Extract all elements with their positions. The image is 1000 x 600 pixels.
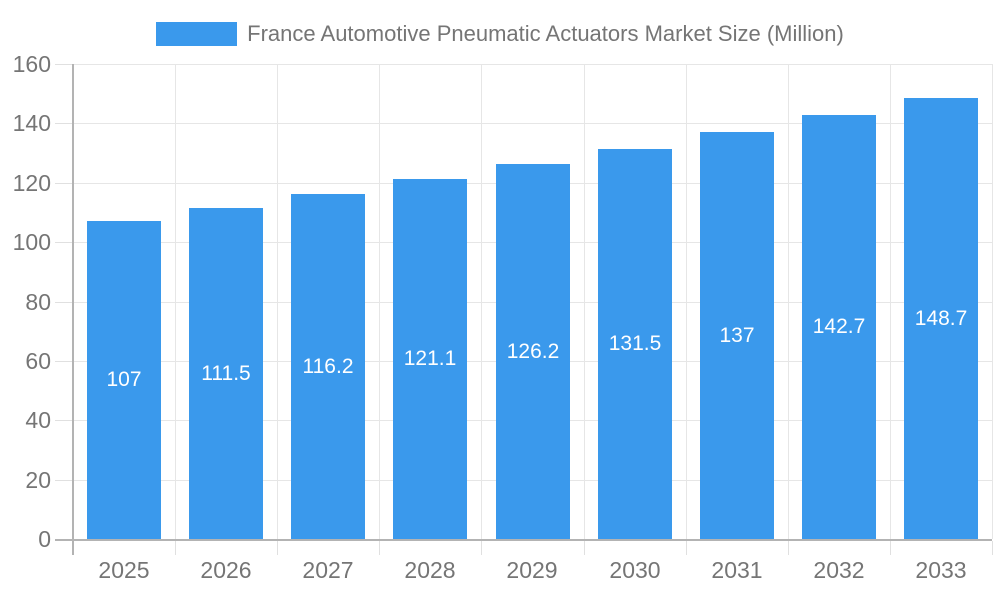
y-tick-20 xyxy=(55,480,73,481)
bar-2027[interactable]: 116.2 xyxy=(291,194,365,539)
x-tick xyxy=(890,541,891,555)
x-tick xyxy=(788,541,789,555)
bar-2031[interactable]: 137 xyxy=(700,132,774,539)
y-axis-label-100: 100 xyxy=(12,229,51,255)
x-axis-line xyxy=(55,539,992,541)
bar-value-label: 111.5 xyxy=(201,361,251,385)
legend-swatch xyxy=(156,22,238,46)
plot-area: 107 111.5 116.2 121.1 126.2 131.5 137 142.7 148.… xyxy=(73,64,993,539)
bar-value-label: 121.1 xyxy=(403,347,457,370)
y-tick-140 xyxy=(55,123,73,124)
y-axis-label-140: 140 xyxy=(12,110,51,136)
bar-value-label: 148.7 xyxy=(914,306,968,330)
x-tick xyxy=(277,541,278,555)
bar-2028[interactable]: 121.1 xyxy=(393,179,467,539)
category-separator xyxy=(992,64,993,539)
bar-2026[interactable]: 111.5 xyxy=(189,208,263,539)
x-tick xyxy=(686,541,687,555)
x-axis-label-2031: 2031 xyxy=(711,557,763,583)
bar-2030[interactable]: 131.5 xyxy=(598,149,672,539)
x-axis-label-2030: 2030 xyxy=(609,557,661,583)
category-separator xyxy=(175,64,176,539)
bar-2029[interactable]: 126.2 xyxy=(496,164,570,539)
x-tick xyxy=(481,541,482,555)
x-axis-label-2027: 2027 xyxy=(302,557,354,583)
bar-value-label: 137 xyxy=(719,323,755,347)
x-tick xyxy=(175,541,176,555)
y-tick-120 xyxy=(55,183,73,184)
y-axis-label-80: 80 xyxy=(25,289,51,315)
bar-value-label: 116.2 xyxy=(302,354,354,378)
chart-title: France Automotive Pneumatic Actuators Ma… xyxy=(247,21,844,46)
y-tick-100 xyxy=(55,242,73,243)
category-separator xyxy=(277,64,278,539)
x-axis-label-2032: 2032 xyxy=(813,557,865,583)
bar-2033[interactable]: 148.7 xyxy=(904,98,978,539)
x-axis-label-2025: 2025 xyxy=(98,557,150,583)
x-axis-label-2029: 2029 xyxy=(506,557,558,583)
category-separator xyxy=(379,64,380,539)
x-axis-label-2026: 2026 xyxy=(200,557,252,583)
y-axis-label-160: 160 xyxy=(12,51,51,77)
bar-2032[interactable]: 142.7 xyxy=(802,115,876,539)
gridline-y-160 xyxy=(73,64,992,65)
bar-value-label: 107 xyxy=(106,368,142,391)
bar-value-label: 126.2 xyxy=(506,339,560,363)
x-axis-label-2028: 2028 xyxy=(404,557,456,583)
category-separator xyxy=(481,64,482,539)
y-axis-label-0: 0 xyxy=(38,526,51,552)
category-separator xyxy=(788,64,789,539)
y-axis-label-40: 40 xyxy=(25,407,51,433)
x-axis-label-2033: 2033 xyxy=(915,557,967,583)
y-axis-label-120: 120 xyxy=(12,170,51,196)
y-tick-60 xyxy=(55,361,73,362)
x-tick xyxy=(584,541,585,555)
category-separator xyxy=(686,64,687,539)
x-tick xyxy=(992,541,993,555)
y-tick-40 xyxy=(55,420,73,421)
bar-value-label: 131.5 xyxy=(608,332,662,355)
category-separator xyxy=(890,64,891,539)
legend: France Automotive Pneumatic Actuators Ma… xyxy=(0,21,1000,46)
bar-value-label: 142.7 xyxy=(812,315,866,338)
y-axis-label-20: 20 xyxy=(25,467,51,493)
y-axis-line xyxy=(72,64,74,555)
y-tick-160 xyxy=(55,64,73,65)
x-tick xyxy=(379,541,380,555)
gridline-y-140 xyxy=(73,123,992,124)
bar-2025[interactable]: 107 xyxy=(87,221,161,539)
category-separator xyxy=(584,64,585,539)
y-tick-80 xyxy=(55,302,73,303)
y-axis-label-60: 60 xyxy=(25,348,51,374)
